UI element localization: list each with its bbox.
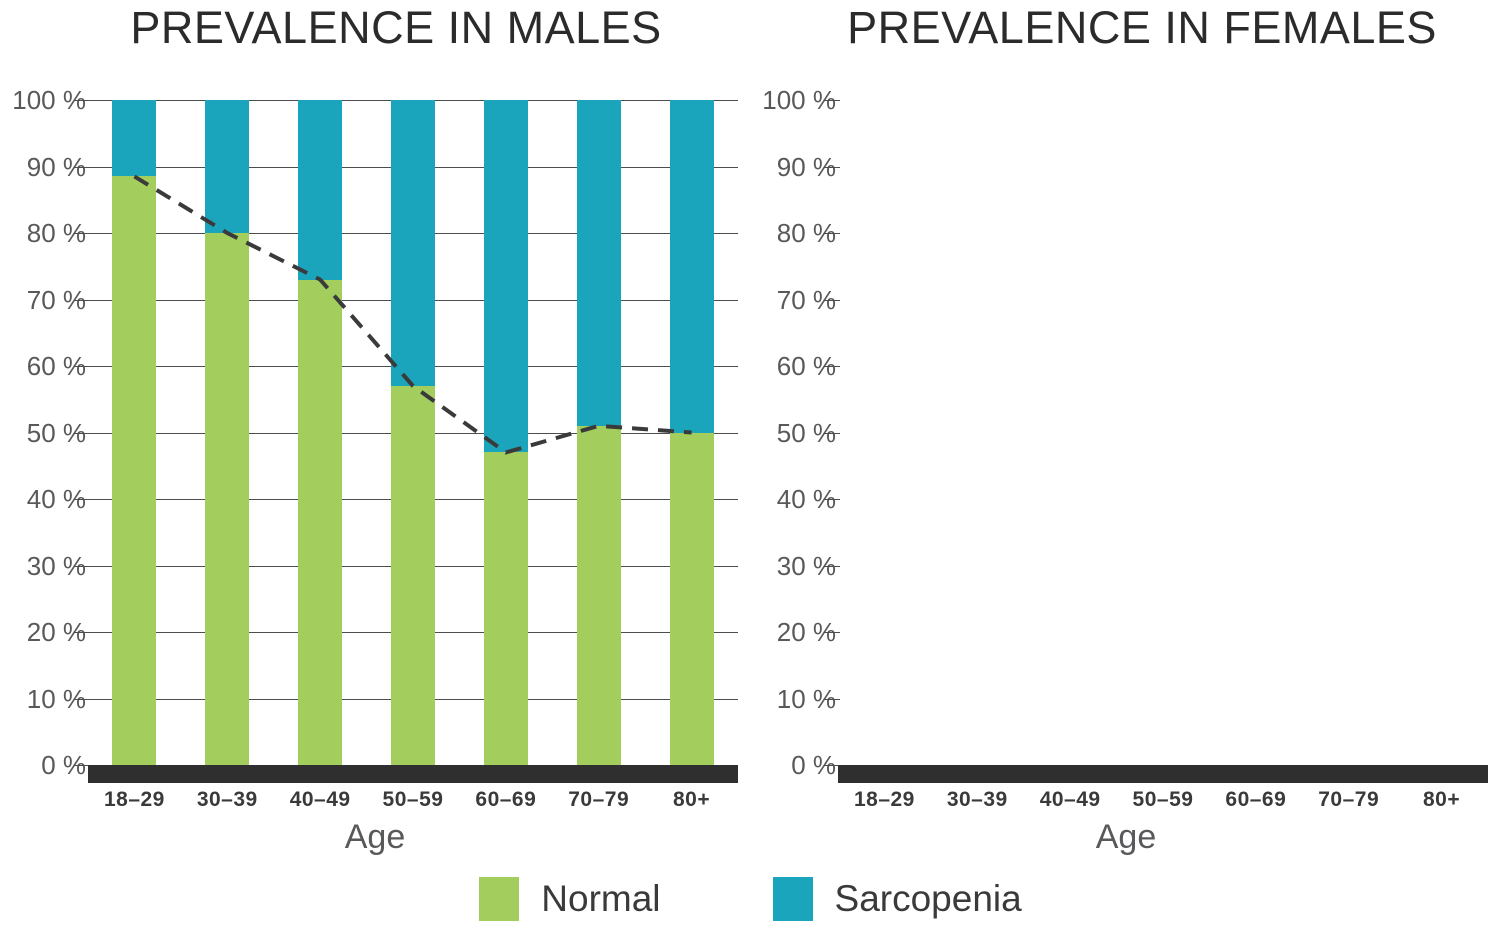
y-tick-mark-50 <box>74 432 90 434</box>
y-tick-mark-20 <box>824 632 840 633</box>
x-tick-label: 60–69 <box>475 788 537 811</box>
plot-area-males <box>88 100 738 765</box>
x-tick-label: 30–39 <box>946 788 1008 811</box>
legend-swatch-sarcopenia-icon <box>772 877 813 921</box>
y-tick-mark-0 <box>824 765 840 766</box>
bar-segment-sarcopenia[interactable] <box>483 100 528 453</box>
y-tick-mark-30 <box>74 565 90 567</box>
chart-legend: Normal Sarcopenia <box>0 866 1501 932</box>
y-tick-mark-80 <box>74 233 90 234</box>
x-axis-title-females: Age <box>1095 818 1157 856</box>
panel-title-males: PREVALENCE IN MALES <box>130 2 662 53</box>
x-tick-label: 70–79 <box>568 788 630 811</box>
bar-segment-normal[interactable] <box>112 176 157 765</box>
y-tick-mark-100 <box>824 100 840 101</box>
bar-segment-normal[interactable] <box>391 385 435 765</box>
x-axis-title-males: Age <box>344 818 406 856</box>
y-tick-mark-40 <box>74 499 90 500</box>
legend-label-normal: Normal <box>541 878 661 919</box>
y-tick-label-100: 100 % <box>762 85 836 115</box>
bar-segment-sarcopenia[interactable] <box>112 100 157 177</box>
bar-group[interactable] <box>298 100 343 765</box>
x-tick-label: 80+ <box>1423 788 1461 811</box>
bar-group[interactable] <box>669 100 714 765</box>
y-tick-mark-80 <box>824 233 840 234</box>
y-tick-mark-90 <box>824 166 840 168</box>
bar-segment-normal[interactable] <box>483 452 528 765</box>
x-tick-label: 60–69 <box>1225 788 1287 811</box>
y-tick-mark-70 <box>74 299 90 301</box>
y-tick-mark-40 <box>824 499 840 500</box>
x-tick-label: 18–29 <box>853 788 915 811</box>
y-axis-males: 100 % 90 % 80 % 70 % 60 % 50 % 40 % 30 % 20 % 10 … <box>0 87 90 778</box>
bar-group[interactable] <box>112 100 157 765</box>
bar-segment-normal[interactable] <box>669 432 714 765</box>
y-tick-mark-90 <box>74 166 90 168</box>
y-tick-mark-100 <box>74 100 90 101</box>
panel-females: PREVALENCE IN FEMALES <box>751 0 1501 862</box>
x-tick-label: 30–39 <box>196 788 258 811</box>
bar-segment-sarcopenia[interactable] <box>391 100 435 386</box>
x-tick-label: 80+ <box>673 788 711 811</box>
x-tick-label: 50–59 <box>1132 788 1194 811</box>
y-tick-mark-70 <box>824 299 840 301</box>
x-axis-baseline-females <box>838 765 1488 783</box>
bar-segment-sarcopenia[interactable] <box>205 100 250 233</box>
bar-segment-normal[interactable] <box>298 279 343 765</box>
bar-group[interactable] <box>205 100 250 765</box>
bar-segment-normal[interactable] <box>205 233 250 765</box>
y-tick-mark-10 <box>74 698 90 700</box>
legend-swatch-normal-icon <box>479 877 520 921</box>
x-tick-label: 50–59 <box>382 788 444 811</box>
bar-segment-sarcopenia[interactable] <box>576 100 621 426</box>
y-tick-mark-10 <box>824 698 840 700</box>
y-tick-label-100: 100 % <box>12 85 86 115</box>
y-tick-mark-60 <box>74 366 90 367</box>
x-axis-baseline-males <box>88 765 738 783</box>
x-tick-label: 18–29 <box>103 788 165 811</box>
legend-item-sarcopenia[interactable]: Sarcopenia <box>772 877 1022 921</box>
x-tick-label: 70–79 <box>1318 788 1380 811</box>
bar-group[interactable] <box>483 100 528 765</box>
y-tick-mark-20 <box>74 632 90 633</box>
panel-title-females: PREVALENCE IN FEMALES <box>847 2 1437 53</box>
y-axis-females: 100 % 90 % 80 % 70 % 60 % 50 % 40 % 30 % 20 % 10 … <box>736 87 840 778</box>
y-tick-mark-60 <box>824 366 840 367</box>
panel-males: PREVALENCE IN MALES <box>0 0 750 862</box>
bar-group[interactable] <box>391 100 435 765</box>
y-tick-mark-50 <box>824 432 840 434</box>
legend-label-sarcopenia: Sarcopenia <box>834 878 1022 919</box>
bar-segment-sarcopenia[interactable] <box>298 100 343 280</box>
x-tick-label: 40–49 <box>1039 788 1101 811</box>
y-tick-mark-30 <box>824 565 840 567</box>
bar-group[interactable] <box>576 100 621 765</box>
x-tick-label: 40–49 <box>289 788 351 811</box>
bar-segment-normal[interactable] <box>576 425 621 765</box>
y-tick-mark-0 <box>74 765 90 766</box>
bar-segment-sarcopenia[interactable] <box>669 100 714 433</box>
legend-item-normal[interactable]: Normal <box>479 877 661 921</box>
